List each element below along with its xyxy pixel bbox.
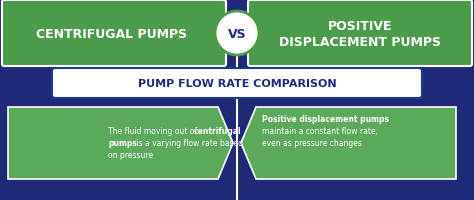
- Text: CENTRIFUGAL PUMPS: CENTRIFUGAL PUMPS: [36, 28, 188, 41]
- Text: centrifugal: centrifugal: [194, 127, 242, 136]
- Polygon shape: [8, 107, 233, 179]
- FancyBboxPatch shape: [52, 69, 422, 99]
- Polygon shape: [241, 107, 456, 179]
- Text: pumps: pumps: [108, 139, 137, 148]
- Text: The fluid moving out of: The fluid moving out of: [108, 127, 200, 136]
- Text: even as pressure changes: even as pressure changes: [262, 139, 362, 148]
- Text: POSITIVE
DISPLACEMENT PUMPS: POSITIVE DISPLACEMENT PUMPS: [279, 19, 441, 48]
- Text: is a varying flow rate based: is a varying flow rate based: [134, 139, 243, 148]
- Text: PUMP FLOW RATE COMPARISON: PUMP FLOW RATE COMPARISON: [137, 79, 337, 89]
- Circle shape: [215, 12, 259, 56]
- Text: VS: VS: [228, 27, 246, 40]
- Text: Positive displacement pumps: Positive displacement pumps: [262, 115, 389, 124]
- Text: maintain a constant flow rate,: maintain a constant flow rate,: [262, 127, 378, 136]
- FancyBboxPatch shape: [248, 1, 472, 67]
- Text: on pressure: on pressure: [108, 151, 153, 160]
- FancyBboxPatch shape: [2, 1, 226, 67]
